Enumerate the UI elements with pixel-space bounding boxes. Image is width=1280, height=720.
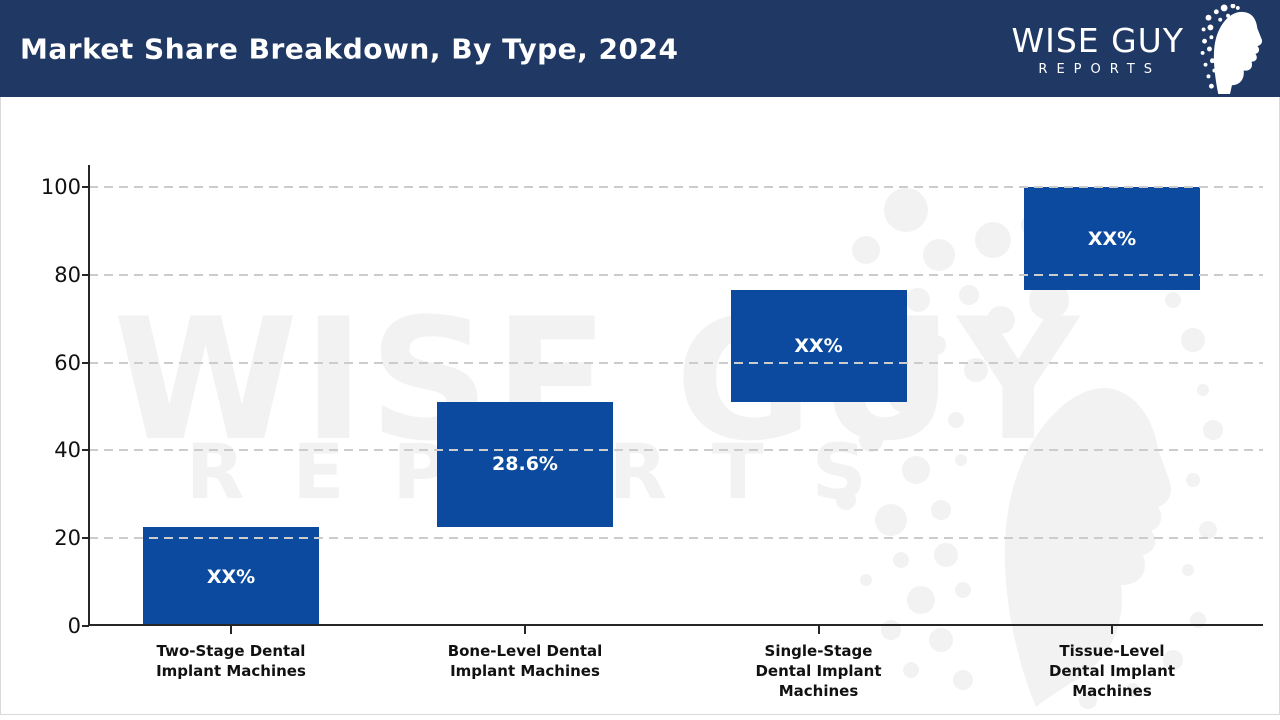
y-tick-mark (82, 625, 89, 627)
page-title: Market Share Breakdown, By Type, 2024 (20, 32, 679, 65)
bar (730, 290, 907, 402)
x-axis-line (88, 624, 1263, 626)
y-tick-mark (82, 449, 89, 452)
y-tick-mark (82, 186, 89, 188)
header-bar: Market Share Breakdown, By Type, 2024 WI… (0, 0, 1280, 97)
bar-value-label: XX% (1087, 227, 1137, 250)
y-tick-mark (82, 273, 89, 276)
gridline (89, 361, 1263, 364)
logo-wordmark: WISE GUY REPORTS (1011, 21, 1184, 77)
gridline (89, 537, 1263, 540)
bar (143, 527, 319, 626)
category-label: Tissue-Level Dental Implant Machines (1048, 642, 1176, 700)
gridline (89, 186, 1263, 188)
y-tick-mark (82, 361, 89, 364)
y-tick-label: 100 (40, 175, 81, 199)
bar (1024, 187, 1200, 291)
category-label: Single-Stage Dental Implant Machines (755, 642, 882, 700)
y-axis-line (88, 165, 90, 626)
y-tick-mark (82, 537, 89, 540)
chart-area: WISE GUY REPORTS 020406080100XX%28.6%XX%… (0, 97, 1280, 715)
logo-subtitle: REPORTS (1038, 62, 1162, 77)
watermark-face-graphic (836, 188, 1223, 709)
y-tick-label: 20 (54, 526, 81, 551)
x-tick-mark (1111, 626, 1113, 634)
logo-face-icon (1200, 4, 1263, 94)
y-tick-label: 0 (67, 614, 81, 638)
bar-value-label: XX% (206, 565, 256, 588)
y-tick-label: 60 (54, 350, 81, 375)
category-label: Bone-Level Dental Implant Machines (447, 642, 603, 680)
brand-logo: WISE GUY REPORTS (1011, 4, 1272, 94)
logo-name: WISE GUY (1011, 21, 1184, 60)
gridline (89, 449, 1263, 452)
y-tick-label: 80 (54, 262, 81, 287)
y-tick-label: 40 (54, 438, 81, 463)
x-tick-mark (230, 626, 232, 634)
gridline (89, 273, 1263, 276)
x-tick-mark (524, 626, 526, 634)
bar-value-label: XX% (794, 334, 843, 357)
bar (437, 401, 613, 528)
plot: 0 20 40 60 80 100 XX% 28.6% XX% XX% Two-Stage Dent… (1, 97, 1280, 715)
x-tick-mark (817, 626, 820, 634)
bar-value-label: 28.6% (492, 453, 558, 476)
category-label: Two-Stage Dental Implant Machines (156, 642, 306, 680)
